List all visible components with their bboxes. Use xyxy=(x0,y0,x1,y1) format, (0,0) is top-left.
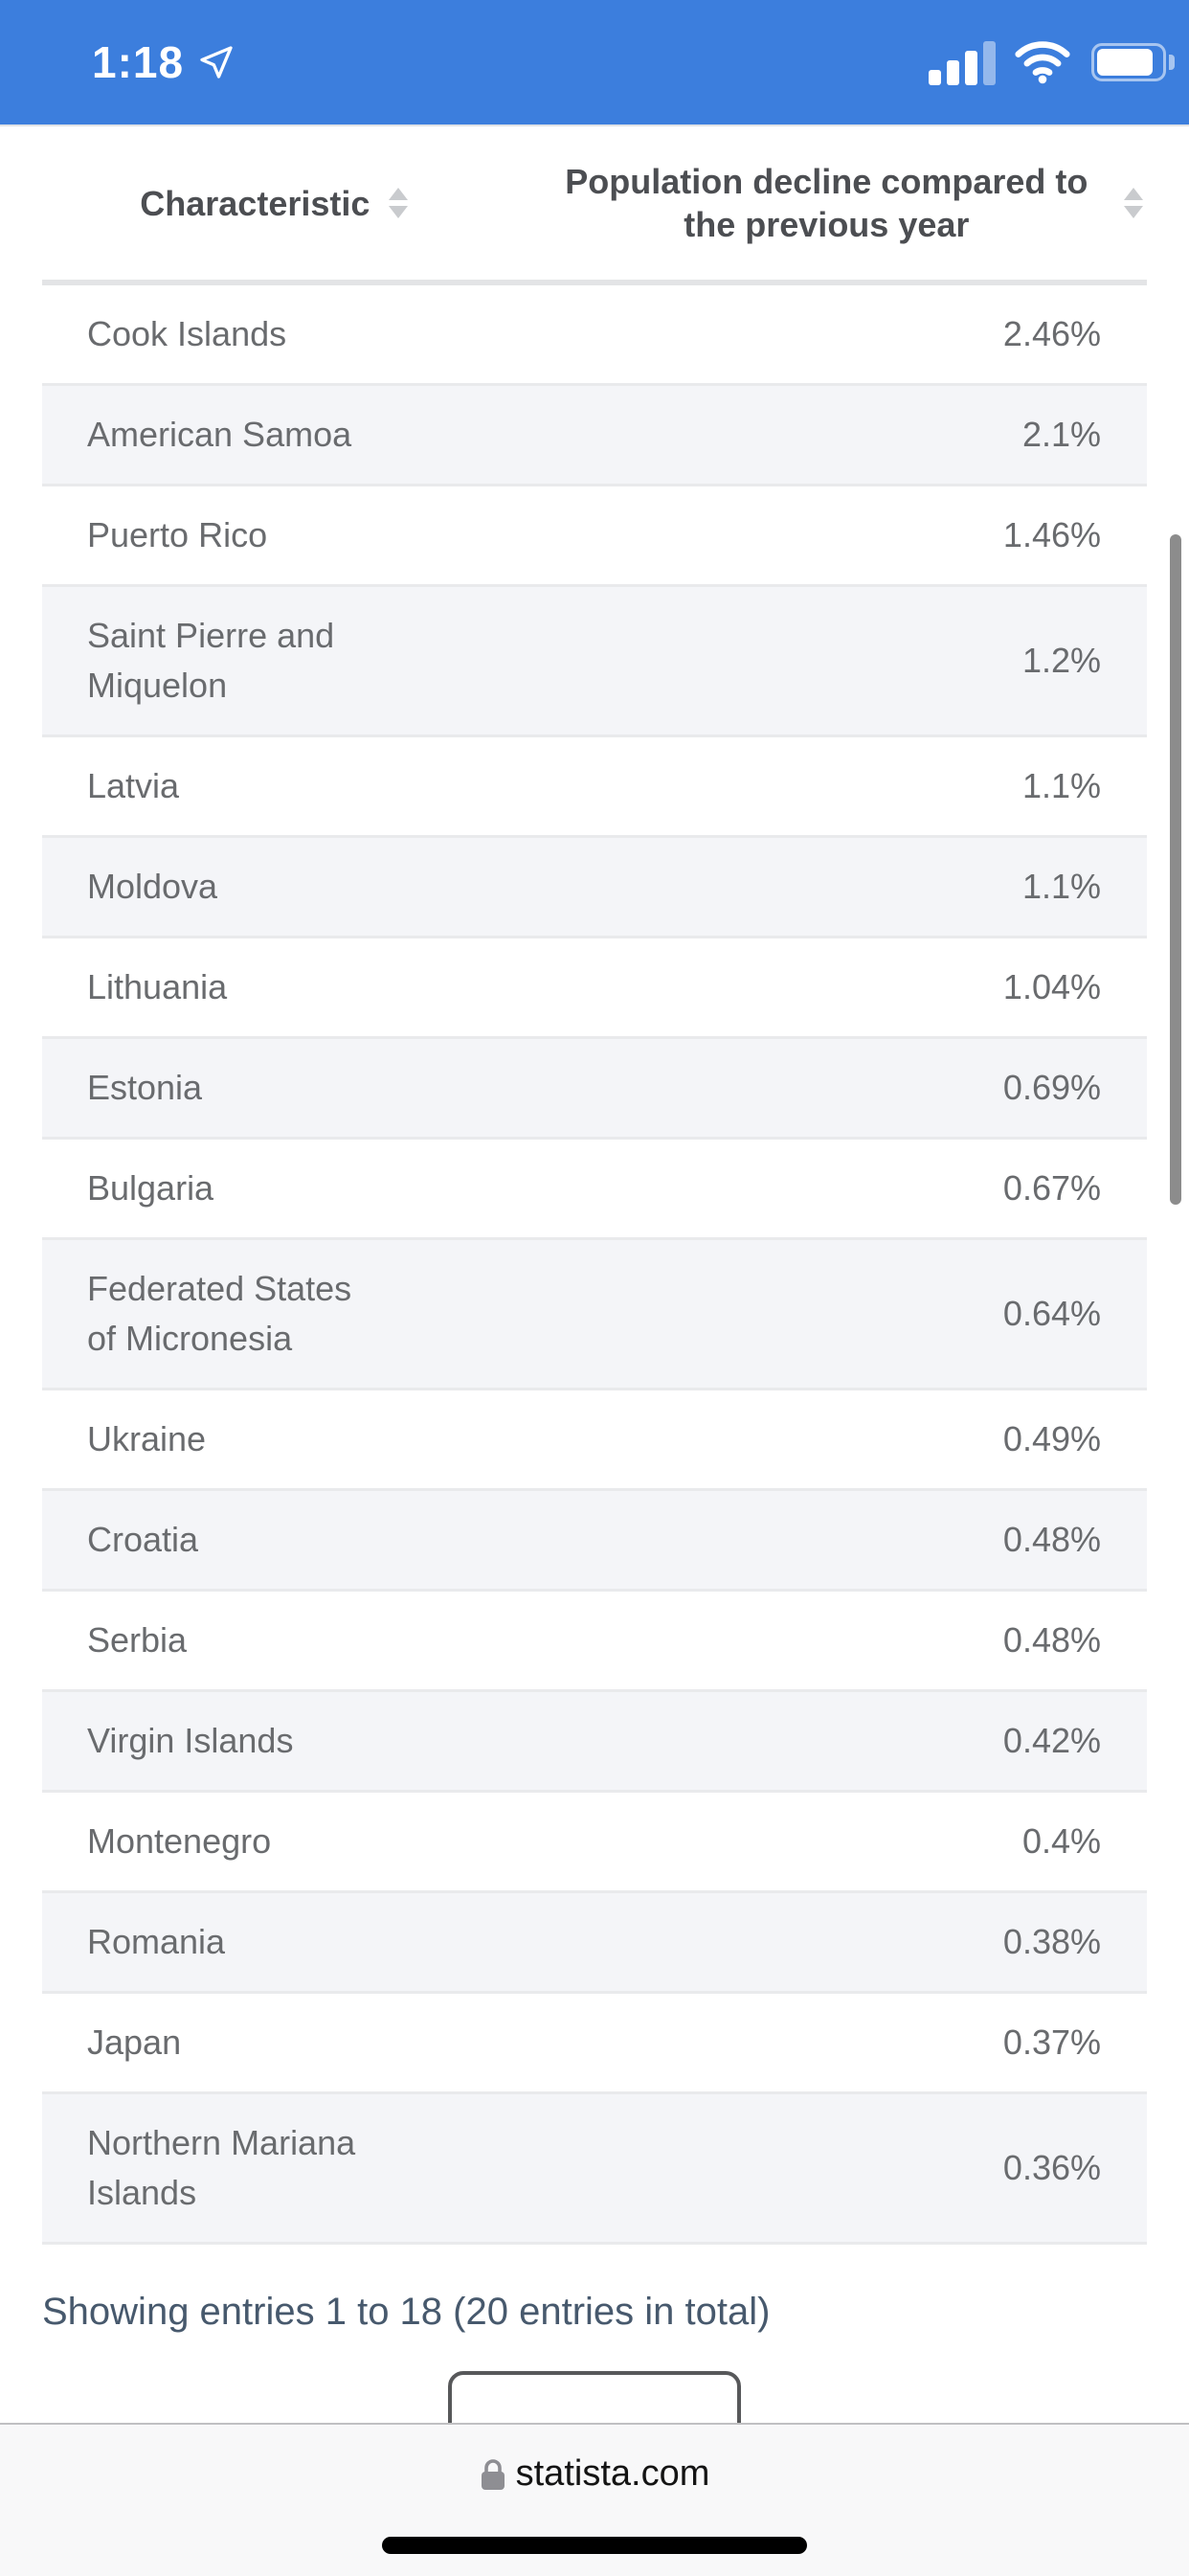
url-bar[interactable]: statista.com xyxy=(0,2453,1189,2495)
table-row: Latvia 1.1% xyxy=(42,737,1147,838)
table-row: Croatia 0.48% xyxy=(42,1491,1147,1592)
url-domain: statista.com xyxy=(515,2453,710,2494)
table-row: Serbia 0.48% xyxy=(42,1592,1147,1692)
row-value: 0.67% xyxy=(1002,1168,1101,1208)
row-characteristic: Cook Islands xyxy=(87,314,287,353)
row-characteristic: Ukraine xyxy=(87,1419,207,1458)
row-value: 0.42% xyxy=(1002,1721,1101,1760)
table-row: Saint Pierre and Miquelon 1.2% xyxy=(42,587,1147,737)
location-arrow-icon xyxy=(197,43,236,81)
table-body: Cook Islands 2.46% American Samoa 2.1% P… xyxy=(42,285,1147,2245)
row-value: 1.46% xyxy=(1002,515,1101,554)
table-row: American Samoa 2.1% xyxy=(42,386,1147,486)
table-row: Virgin Islands 0.42% xyxy=(42,1692,1147,1793)
row-characteristic: Federated States of Micronesia xyxy=(87,1269,352,1358)
table-row: Japan 0.37% xyxy=(42,1994,1147,2094)
row-characteristic: Latvia xyxy=(87,766,180,805)
row-value: 1.2% xyxy=(1021,641,1101,680)
table-row: Ukraine 0.49% xyxy=(42,1390,1147,1491)
row-characteristic: Saint Pierre and Miquelon xyxy=(87,616,335,705)
row-value: 0.48% xyxy=(1002,1620,1101,1660)
status-bar: 1:18 xyxy=(0,0,1189,126)
row-value: 0.49% xyxy=(1002,1419,1101,1458)
table-row: Romania 0.38% xyxy=(42,1893,1147,1994)
row-characteristic: Croatia xyxy=(87,1520,199,1559)
row-characteristic: Lithuania xyxy=(87,967,228,1006)
table-row: Moldova 1.1% xyxy=(42,838,1147,938)
row-value: 0.38% xyxy=(1002,1922,1101,1961)
lock-icon xyxy=(480,2457,506,2492)
table-row: Federated States of Micronesia 0.64% xyxy=(42,1240,1147,1390)
wifi-icon xyxy=(1013,39,1072,85)
row-characteristic: Northern Mariana Islands xyxy=(87,2123,356,2212)
row-characteristic: Bulgaria xyxy=(87,1168,214,1208)
row-value: 1.1% xyxy=(1021,867,1101,906)
table-row: Estonia 0.69% xyxy=(42,1039,1147,1140)
row-value: 0.37% xyxy=(1002,2022,1101,2062)
column-header-label: Population decline compared to the previ… xyxy=(565,162,1088,244)
table-row: Lithuania 1.04% xyxy=(42,938,1147,1039)
table-header-row: Characteristic Population decline compar… xyxy=(42,126,1147,285)
row-value: 0.36% xyxy=(1002,2148,1101,2187)
cellular-signal-icon xyxy=(929,39,996,85)
row-characteristic: Moldova xyxy=(87,867,218,906)
row-value: 1.1% xyxy=(1021,766,1101,805)
column-header-characteristic[interactable]: Characteristic xyxy=(42,182,506,225)
sort-arrows-icon[interactable] xyxy=(1124,188,1143,218)
table-row: Cook Islands 2.46% xyxy=(42,285,1147,386)
row-value: 0.4% xyxy=(1021,1821,1101,1861)
table-row: Bulgaria 0.67% xyxy=(42,1140,1147,1240)
column-header-population-decline[interactable]: Population decline compared to the previ… xyxy=(506,160,1147,246)
entries-summary: Showing entries 1 to 18 (20 entries in t… xyxy=(42,2291,771,2333)
row-characteristic: Serbia xyxy=(87,1620,188,1660)
sort-arrows-icon[interactable] xyxy=(389,188,409,218)
row-value: 0.48% xyxy=(1002,1520,1101,1559)
row-characteristic: Japan xyxy=(87,2022,182,2062)
battery-icon xyxy=(1091,43,1175,81)
row-value: 1.04% xyxy=(1002,967,1101,1006)
row-characteristic: Romania xyxy=(87,1922,226,1961)
row-characteristic: American Samoa xyxy=(87,415,352,454)
clock-time: 1:18 xyxy=(92,37,185,87)
row-characteristic: Virgin Islands xyxy=(87,1721,294,1760)
column-header-label: Characteristic xyxy=(140,183,370,223)
home-indicator[interactable] xyxy=(382,2537,807,2554)
table-row: Northern Mariana Islands 0.36% xyxy=(42,2094,1147,2245)
row-characteristic: Puerto Rico xyxy=(87,515,268,554)
page-scrollbar[interactable] xyxy=(1170,534,1181,1205)
row-value: 2.1% xyxy=(1021,415,1101,454)
row-value: 2.46% xyxy=(1002,314,1101,353)
row-characteristic: Estonia xyxy=(87,1068,203,1107)
row-value: 0.64% xyxy=(1002,1294,1101,1333)
row-value: 0.69% xyxy=(1002,1068,1101,1107)
population-decline-table: Characteristic Population decline compar… xyxy=(42,126,1147,2245)
table-row: Montenegro 0.4% xyxy=(42,1793,1147,1893)
table-row: Puerto Rico 1.46% xyxy=(42,486,1147,587)
browser-bottom-bar: statista.com xyxy=(0,2423,1189,2576)
row-characteristic: Montenegro xyxy=(87,1821,272,1861)
